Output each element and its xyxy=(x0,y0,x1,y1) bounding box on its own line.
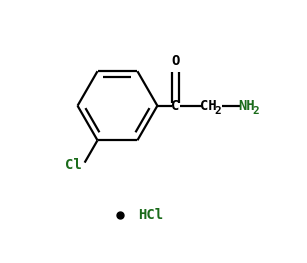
Text: CH: CH xyxy=(200,99,217,113)
Text: NH: NH xyxy=(238,99,255,113)
Text: C: C xyxy=(171,99,180,113)
Text: Cl: Cl xyxy=(65,158,82,172)
Text: 2: 2 xyxy=(214,107,221,117)
Text: HCl: HCl xyxy=(138,208,163,222)
Text: O: O xyxy=(171,54,180,68)
Text: 2: 2 xyxy=(253,107,259,117)
